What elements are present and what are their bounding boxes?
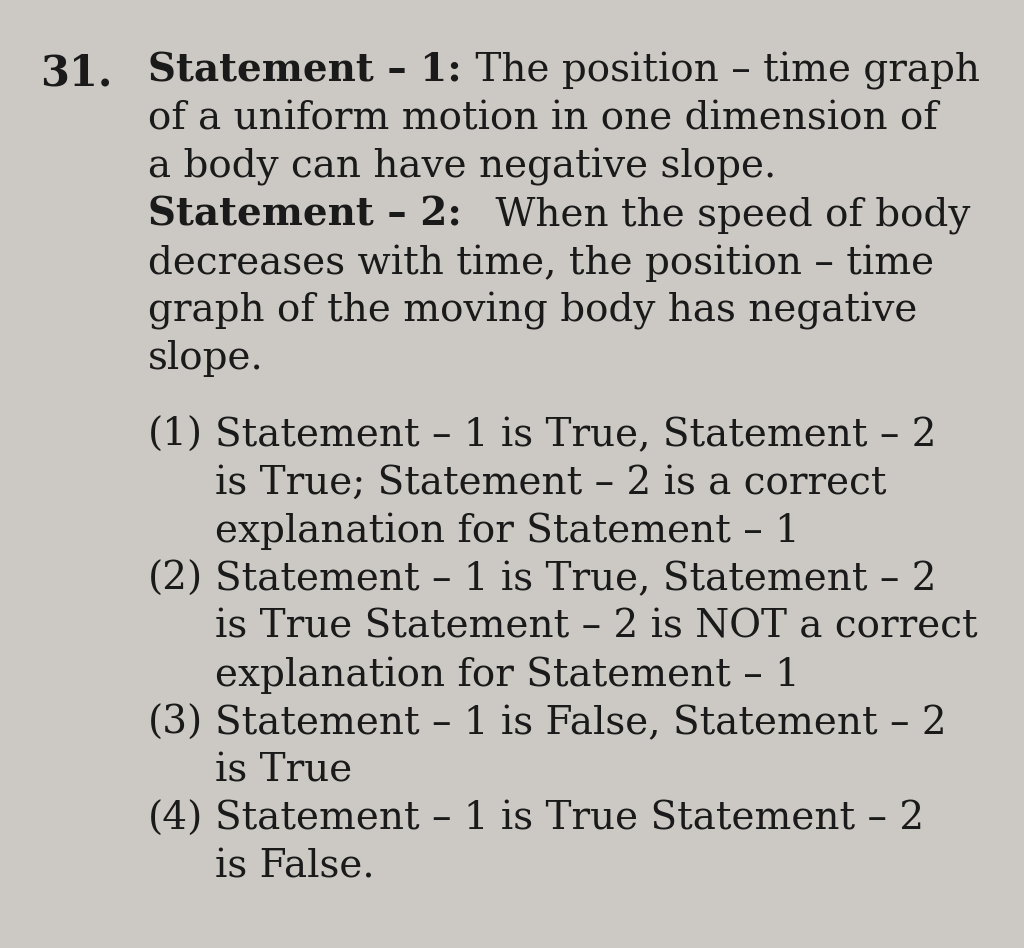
- Text: is True; Statement – 2 is a correct: is True; Statement – 2 is a correct: [215, 465, 887, 501]
- Text: explanation for Statement – 1: explanation for Statement – 1: [215, 657, 800, 694]
- Text: (1): (1): [148, 417, 203, 454]
- Text: a body can have negative slope.: a body can have negative slope.: [148, 148, 776, 186]
- Text: Statement – 1 is True Statement – 2: Statement – 1 is True Statement – 2: [215, 801, 924, 838]
- Text: decreases with time, the position – time: decreases with time, the position – time: [148, 244, 934, 282]
- Text: Statement – 2:: Statement – 2:: [148, 196, 462, 234]
- Text: slope.: slope.: [148, 340, 264, 377]
- Text: graph of the moving body has negative: graph of the moving body has negative: [148, 292, 918, 330]
- Text: 31.: 31.: [40, 52, 113, 94]
- Text: Statement – 1 is True, Statement – 2: Statement – 1 is True, Statement – 2: [215, 417, 937, 454]
- Text: is True: is True: [215, 753, 352, 790]
- Text: When the speed of body: When the speed of body: [483, 196, 971, 233]
- Text: is False.: is False.: [215, 848, 375, 885]
- Text: explanation for Statement – 1: explanation for Statement – 1: [215, 513, 800, 550]
- Text: of a uniform motion in one dimension of: of a uniform motion in one dimension of: [148, 100, 938, 137]
- Text: Statement – 1 is True, Statement – 2: Statement – 1 is True, Statement – 2: [215, 561, 937, 598]
- Text: (2): (2): [148, 561, 203, 598]
- Text: (4): (4): [148, 801, 204, 838]
- Text: (3): (3): [148, 704, 203, 741]
- Text: is True Statement – 2 is NOT a correct: is True Statement – 2 is NOT a correct: [215, 609, 978, 646]
- Text: Statement – 1 is False, Statement – 2: Statement – 1 is False, Statement – 2: [215, 704, 946, 741]
- Text: Statement – 1:: Statement – 1:: [148, 52, 462, 90]
- Text: The position – time graph: The position – time graph: [463, 52, 980, 90]
